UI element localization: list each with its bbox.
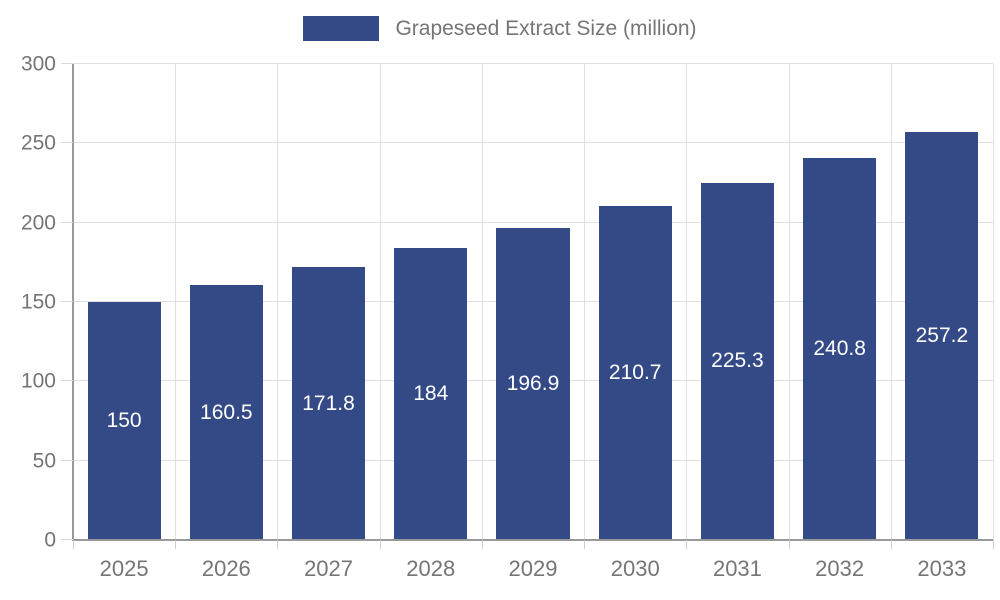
- y-tick-200: [61, 221, 73, 223]
- y-tick-label-200: 200: [20, 211, 56, 235]
- x-tick-0: [73, 540, 74, 549]
- x-axis-label-2028: 2028: [406, 556, 456, 581]
- x-axis-labels: 2025 2026 2027 2028 2029 2030 2031 2032 2033: [73, 556, 993, 590]
- gridline-x-6: [686, 64, 688, 540]
- x-tick-4: [481, 540, 483, 549]
- bar-2033[interactable]: 257.2: [905, 131, 979, 540]
- bar-2025[interactable]: 150: [87, 302, 161, 540]
- legend-label: Grapeseed Extract Size (million): [395, 16, 697, 40]
- x-axis-label-2029: 2029: [508, 556, 558, 581]
- bar-2026[interactable]: 160.5: [189, 285, 263, 540]
- y-axis-labels: 0 50 100 150 200 250 300: [0, 54, 56, 551]
- bar-2030[interactable]: 210.7: [598, 205, 672, 540]
- x-tick-6: [686, 540, 688, 549]
- y-tick-100: [61, 380, 73, 382]
- bar-value-label: 225.3: [711, 349, 764, 373]
- y-tick-0: [61, 539, 73, 540]
- y-tick-label-250: 250: [20, 131, 56, 155]
- bar-value-label: 240.8: [813, 336, 866, 360]
- bar-2027[interactable]: 171.8: [292, 267, 366, 540]
- y-tick-300: [61, 63, 73, 64]
- bar-2028[interactable]: 184: [394, 248, 468, 540]
- bar-value-label: 257.2: [915, 323, 969, 347]
- x-axis-label-2025: 2025: [99, 556, 149, 581]
- bar-value-label: 184: [413, 382, 449, 406]
- bar-value-label: 196.9: [506, 371, 560, 395]
- bar-value-label: 210.7: [608, 360, 662, 384]
- bar-2031[interactable]: 225.3: [700, 182, 774, 540]
- x-tick-3: [379, 540, 381, 549]
- legend-swatch: [303, 16, 380, 41]
- gridline-y-200: [73, 221, 993, 223]
- y-axis-line: [72, 64, 74, 540]
- gridline-y-250: [73, 142, 993, 144]
- x-tick-1: [175, 540, 177, 549]
- y-tick-label-0: 0: [44, 528, 56, 552]
- gridline-y-300: [73, 63, 993, 64]
- bar-2029[interactable]: 196.9: [496, 227, 570, 540]
- plot-area: 150 160.5 171.8 184 196.9 210.7 225.3 240.8 257.…: [61, 63, 994, 549]
- x-tick-9: [993, 540, 994, 549]
- x-axis-label-2026: 2026: [201, 556, 251, 581]
- y-tick-50: [61, 459, 73, 461]
- gridline-x-3: [379, 64, 381, 540]
- y-tick-label-100: 100: [20, 369, 56, 393]
- y-tick-label-50: 50: [32, 449, 56, 473]
- x-axis-label-2031: 2031: [712, 556, 762, 581]
- x-tick-8: [890, 540, 892, 549]
- x-tick-5: [584, 540, 586, 549]
- gridline-x-2: [277, 64, 279, 540]
- x-axis-label-2033: 2033: [917, 556, 967, 581]
- bar-2032[interactable]: 240.8: [803, 157, 877, 540]
- bar-value-label: 160.5: [200, 400, 253, 424]
- x-axis-label-2027: 2027: [304, 556, 354, 581]
- y-tick-label-300: 300: [20, 52, 56, 76]
- x-tick-7: [788, 540, 790, 549]
- bar-value-label: 150: [106, 409, 142, 432]
- gridline-x-4: [481, 64, 483, 540]
- y-tick-250: [61, 142, 73, 144]
- y-tick-label-150: 150: [20, 290, 56, 314]
- bar-value-label: 171.8: [302, 391, 355, 415]
- gridline-x-9: [993, 64, 994, 540]
- gridline-x-7: [788, 64, 790, 540]
- x-axis-label-2030: 2030: [610, 556, 660, 581]
- y-tick-150: [61, 301, 73, 302]
- x-axis-label-2032: 2032: [815, 556, 865, 581]
- chart-legend[interactable]: Grapeseed Extract Size (million): [0, 16, 1000, 41]
- x-tick-2: [277, 540, 279, 549]
- gridline-x-1: [175, 64, 177, 540]
- gridline-x-8: [890, 64, 892, 540]
- x-axis-line: [72, 539, 993, 541]
- gridline-x-5: [584, 64, 586, 540]
